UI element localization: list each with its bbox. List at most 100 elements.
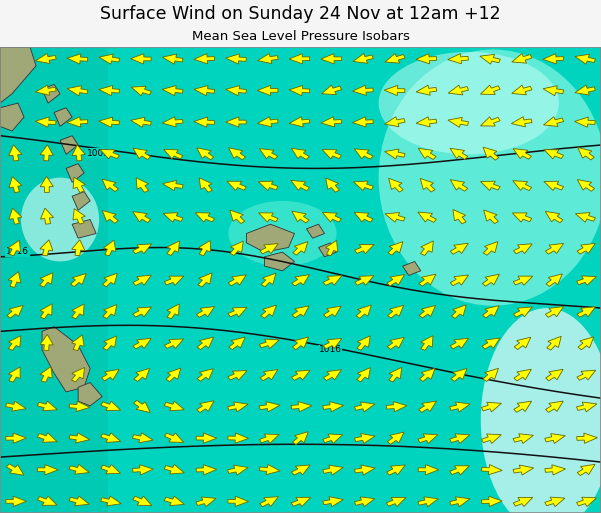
FancyArrow shape: [418, 465, 439, 475]
FancyArrow shape: [67, 86, 88, 96]
FancyArrow shape: [72, 367, 85, 382]
FancyArrow shape: [575, 212, 596, 222]
FancyArrow shape: [196, 433, 217, 443]
FancyArrow shape: [6, 433, 26, 443]
FancyArrow shape: [72, 335, 84, 350]
FancyArrow shape: [102, 179, 118, 191]
FancyArrow shape: [194, 86, 215, 96]
FancyArrow shape: [228, 402, 248, 412]
FancyArrow shape: [260, 497, 278, 507]
FancyArrow shape: [450, 243, 468, 254]
FancyArrow shape: [481, 465, 502, 475]
FancyArrow shape: [544, 150, 564, 159]
FancyArrow shape: [228, 433, 248, 443]
FancyArrow shape: [293, 431, 308, 445]
FancyArrow shape: [293, 337, 308, 350]
FancyArrow shape: [228, 307, 247, 317]
FancyArrow shape: [388, 242, 403, 255]
FancyArrow shape: [513, 276, 532, 285]
FancyArrow shape: [322, 149, 341, 159]
FancyArrow shape: [578, 180, 594, 191]
FancyArrow shape: [353, 181, 373, 190]
FancyArrow shape: [483, 368, 498, 382]
FancyArrow shape: [162, 54, 183, 64]
FancyArrow shape: [40, 145, 53, 161]
FancyArrow shape: [513, 149, 531, 159]
FancyArrow shape: [450, 275, 468, 286]
FancyArrow shape: [136, 177, 148, 192]
FancyArrow shape: [37, 433, 57, 442]
FancyArrow shape: [545, 433, 565, 443]
FancyArrow shape: [196, 497, 216, 507]
FancyArrow shape: [230, 210, 245, 224]
FancyArrow shape: [576, 402, 597, 412]
FancyArrow shape: [453, 209, 466, 224]
FancyArrow shape: [8, 272, 21, 287]
FancyArrow shape: [69, 496, 89, 506]
FancyArrow shape: [323, 497, 343, 507]
FancyArrow shape: [418, 497, 438, 507]
FancyArrow shape: [227, 181, 246, 190]
FancyArrow shape: [228, 275, 246, 286]
FancyArrow shape: [228, 148, 245, 160]
FancyArrow shape: [69, 464, 90, 474]
FancyArrow shape: [419, 274, 436, 286]
FancyArrow shape: [7, 305, 23, 318]
FancyArrow shape: [261, 273, 276, 287]
FancyArrow shape: [545, 465, 566, 475]
FancyArrow shape: [480, 54, 500, 64]
FancyArrow shape: [544, 181, 564, 190]
Polygon shape: [0, 47, 36, 103]
FancyArrow shape: [225, 117, 246, 127]
FancyArrow shape: [416, 54, 437, 64]
FancyArrow shape: [448, 117, 469, 127]
Polygon shape: [403, 262, 421, 275]
FancyArrow shape: [164, 464, 185, 474]
Polygon shape: [66, 164, 84, 182]
FancyArrow shape: [293, 242, 308, 255]
FancyArrow shape: [35, 53, 56, 64]
FancyArrow shape: [512, 53, 532, 63]
FancyArrow shape: [450, 148, 468, 160]
FancyArrow shape: [385, 149, 405, 159]
FancyArrow shape: [577, 433, 597, 443]
FancyArrow shape: [5, 401, 26, 411]
Polygon shape: [72, 220, 96, 238]
FancyArrow shape: [387, 432, 404, 444]
FancyArrow shape: [578, 337, 594, 350]
FancyArrow shape: [419, 401, 436, 412]
FancyArrow shape: [103, 336, 117, 350]
FancyArrow shape: [450, 338, 469, 349]
FancyArrow shape: [162, 117, 183, 127]
FancyArrow shape: [260, 464, 280, 475]
FancyArrow shape: [100, 149, 120, 159]
FancyArrow shape: [40, 176, 53, 192]
FancyArrow shape: [326, 178, 340, 192]
FancyArrow shape: [166, 368, 181, 382]
FancyArrow shape: [451, 368, 467, 381]
FancyArrow shape: [197, 337, 213, 349]
FancyArrow shape: [194, 117, 215, 127]
FancyArrow shape: [162, 181, 183, 190]
FancyArrow shape: [482, 338, 500, 349]
Text: Mean Sea Level Pressure Isobars: Mean Sea Level Pressure Isobars: [192, 30, 409, 43]
FancyArrow shape: [387, 338, 404, 349]
FancyArrow shape: [260, 434, 279, 443]
FancyArrow shape: [547, 337, 561, 350]
FancyArrow shape: [543, 54, 564, 64]
Polygon shape: [72, 191, 90, 210]
Polygon shape: [42, 85, 60, 103]
FancyArrow shape: [99, 86, 120, 96]
FancyArrow shape: [40, 334, 53, 350]
FancyArrow shape: [133, 465, 153, 475]
FancyArrow shape: [355, 245, 374, 254]
FancyArrow shape: [545, 211, 563, 223]
FancyArrow shape: [513, 307, 532, 317]
FancyArrow shape: [323, 339, 342, 349]
FancyArrow shape: [388, 305, 404, 318]
Polygon shape: [0, 103, 24, 131]
FancyArrow shape: [322, 212, 341, 222]
FancyArrow shape: [37, 496, 57, 505]
FancyArrow shape: [575, 85, 596, 95]
FancyArrow shape: [164, 496, 185, 506]
